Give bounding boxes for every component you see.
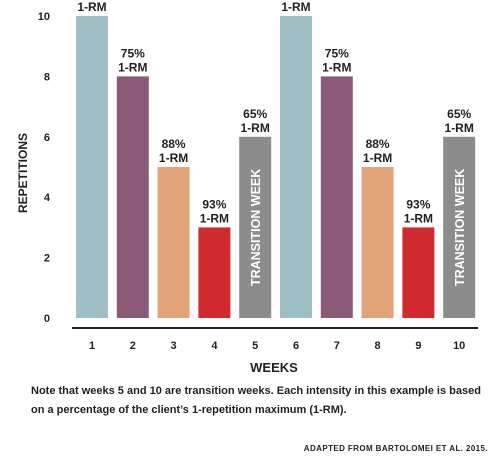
intensity-unit-label: 1-RM <box>445 121 474 135</box>
y-axis-title: REPETITIONS <box>16 133 30 213</box>
bars <box>76 16 476 319</box>
intensity-unit-label: 1-RM <box>118 60 147 74</box>
y-tick-label: 2 <box>44 253 50 265</box>
intensity-percent-label: 93% <box>406 197 430 211</box>
x-tick-label: 3 <box>171 340 177 352</box>
y-tick-label: 0 <box>44 313 50 325</box>
intensity-unit-label: 1-RM <box>363 151 392 165</box>
intensity-unit-label: 1-RM <box>404 211 433 225</box>
x-axis-title: WEEKS <box>250 360 298 375</box>
intensity-percent-label: 75% <box>121 46 145 60</box>
y-tick-label: 6 <box>44 132 50 144</box>
bar-week-8 <box>361 167 394 318</box>
intensity-unit-label: 1-RM <box>77 0 106 14</box>
bar-week-5 <box>239 136 272 318</box>
intensity-unit-label: 1-RM <box>200 211 229 225</box>
intensity-percent-label: 93% <box>202 197 226 211</box>
y-tick-label: 10 <box>38 11 50 23</box>
chart-note: Note that weeks 5 and 10 are transition … <box>31 385 481 416</box>
intensity-unit-label: 1-RM <box>281 0 310 14</box>
intensity-unit-label: 1-RM <box>241 121 270 135</box>
x-tick-label: 7 <box>334 340 340 352</box>
transition-week-label: TRANSITION WEEK <box>453 169 467 286</box>
x-tick-label: 8 <box>375 340 381 352</box>
intensity-percent-label: 88% <box>162 137 186 151</box>
bar-week-9 <box>402 227 435 318</box>
intensity-percent-label: 65% <box>447 107 471 121</box>
y-axis: 0 2 4 6 8 10 <box>38 11 51 325</box>
bar-week-1 <box>76 16 108 318</box>
intensity-percent-label: 88% <box>366 137 390 151</box>
transition-week-label: TRANSITION WEEK <box>249 169 263 286</box>
intensity-unit-label: 1-RM <box>322 60 351 74</box>
bar-labels: 70%1-RM75%1-RM88%1-RM93%1-RM65%1-RMTRANS… <box>77 0 474 286</box>
intensity-percent-label: 65% <box>243 107 267 121</box>
x-tick-label: 4 <box>211 340 218 352</box>
bar-week-7 <box>320 76 353 319</box>
source-credit: ADAPTED FROM BARTOLOMEI ET AL. 2015. <box>303 444 488 453</box>
x-tick-label: 6 <box>293 340 299 352</box>
intensity-unit-label: 1-RM <box>159 151 188 165</box>
bar-week-3 <box>157 167 190 318</box>
bar-week-2 <box>116 76 149 319</box>
intensity-percent-label: 75% <box>325 46 349 60</box>
bar-week-10 <box>443 136 476 318</box>
bar-week-6 <box>280 16 312 318</box>
x-axis: 1 2 3 4 5 6 7 8 9 10 <box>72 327 478 352</box>
y-tick-label: 8 <box>44 71 50 83</box>
x-tick-label: 10 <box>453 340 465 352</box>
x-tick-label: 9 <box>415 340 421 352</box>
y-tick-label: 4 <box>44 192 51 204</box>
bar-week-4 <box>198 227 231 318</box>
x-tick-label: 1 <box>89 340 95 352</box>
x-tick-label: 5 <box>252 340 258 352</box>
x-tick-label: 2 <box>130 340 136 352</box>
